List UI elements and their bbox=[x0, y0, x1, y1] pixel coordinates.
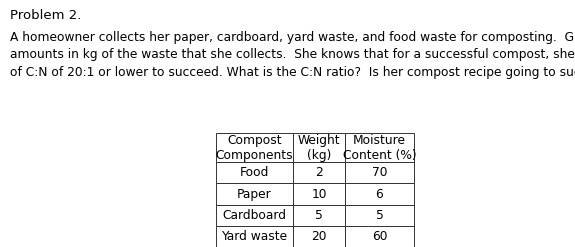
Bar bbox=[293, 133, 345, 162]
Bar bbox=[293, 162, 345, 183]
Text: Weight
(kg): Weight (kg) bbox=[298, 134, 340, 162]
Text: Moisture
Content (%): Moisture Content (%) bbox=[343, 134, 416, 162]
Bar bbox=[345, 226, 414, 247]
Text: 60: 60 bbox=[372, 230, 387, 244]
Bar bbox=[345, 205, 414, 226]
Bar bbox=[216, 205, 293, 226]
Text: A homeowner collects her paper, cardboard, yard waste, and food waste for compos: A homeowner collects her paper, cardboar… bbox=[10, 31, 575, 79]
Text: Yard waste: Yard waste bbox=[221, 230, 288, 244]
Text: Cardboard: Cardboard bbox=[223, 209, 286, 222]
Text: 70: 70 bbox=[372, 166, 387, 179]
Bar bbox=[345, 183, 414, 205]
Text: 2: 2 bbox=[315, 166, 323, 179]
Bar bbox=[293, 205, 345, 226]
Text: 5: 5 bbox=[375, 209, 384, 222]
Bar bbox=[216, 183, 293, 205]
Text: Food: Food bbox=[240, 166, 269, 179]
Bar bbox=[293, 183, 345, 205]
Text: 10: 10 bbox=[312, 187, 327, 201]
Text: Problem 2.: Problem 2. bbox=[10, 9, 82, 22]
Bar bbox=[345, 162, 414, 183]
Bar bbox=[216, 133, 293, 162]
Bar bbox=[345, 133, 414, 162]
Text: 6: 6 bbox=[375, 187, 384, 201]
Text: 5: 5 bbox=[315, 209, 323, 222]
Bar bbox=[216, 162, 293, 183]
Bar bbox=[216, 226, 293, 247]
Text: Paper: Paper bbox=[237, 187, 272, 201]
Text: 20: 20 bbox=[312, 230, 327, 244]
Bar bbox=[293, 226, 345, 247]
Text: Compost
Components: Compost Components bbox=[216, 134, 293, 162]
